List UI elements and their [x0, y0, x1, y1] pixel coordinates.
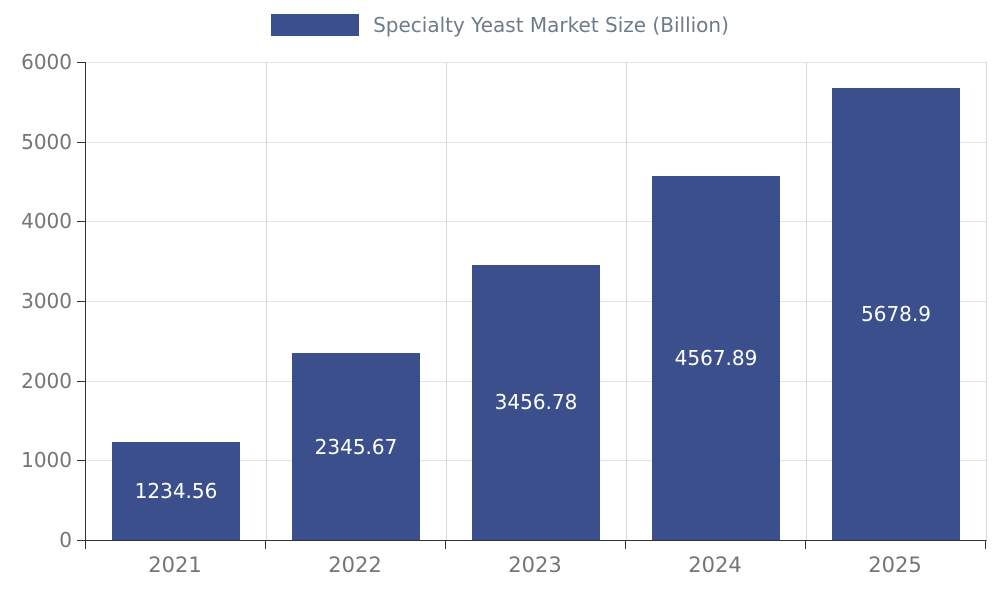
y-tick-label: 4000	[21, 209, 72, 234]
y-grid-line	[86, 62, 986, 63]
x-tick-mark	[445, 541, 446, 549]
y-tick-mark	[77, 460, 85, 462]
y-tick-mark	[77, 380, 85, 382]
x-tick-mark	[625, 541, 626, 549]
x-grid-line	[446, 62, 447, 540]
bar: 3456.78	[472, 264, 600, 540]
bar: 5678.9	[832, 87, 960, 540]
bar-value-label: 1234.56	[134, 478, 218, 503]
y-tick-label: 1000	[21, 448, 72, 473]
y-tick-mark	[77, 141, 85, 143]
bar: 4567.89	[652, 176, 780, 540]
y-tick-label: 6000	[21, 50, 72, 74]
x-tick-mark	[805, 541, 806, 549]
y-tick-mark	[77, 301, 85, 302]
y-tick-label: 2000	[21, 368, 72, 393]
bar-value-label: 4567.89	[674, 346, 758, 371]
y-grid-line	[86, 141, 986, 143]
x-tick-label: 2021	[148, 553, 202, 577]
bar-value-label: 5678.9	[861, 301, 931, 326]
legend: Specialty Yeast Market Size (Billion)	[0, 13, 1000, 37]
bar: 2345.67	[292, 353, 420, 540]
chart-title: Specialty Yeast Market Size (Billion)	[373, 13, 729, 37]
plot-area: 1234.56 2345.67 3456.78 4567.89 5678.9	[85, 62, 987, 541]
y-tick-mark	[77, 221, 85, 223]
x-tick-mark	[265, 541, 266, 549]
y-tick-mark	[77, 62, 85, 63]
x-tick-mark	[85, 541, 86, 549]
x-tick-mark	[985, 541, 986, 549]
y-tick-label: 3000	[21, 289, 72, 313]
y-grid-line	[86, 221, 986, 223]
y-tick-mark	[77, 540, 85, 541]
x-grid-line	[266, 62, 267, 540]
x-tick-label: 2023	[508, 553, 562, 577]
bar: 1234.56	[112, 441, 240, 540]
x-grid-line	[626, 62, 627, 540]
bar-value-label: 2345.67	[314, 434, 398, 459]
bar-value-label: 3456.78	[494, 390, 578, 415]
x-tick-label: 2025	[868, 553, 922, 577]
y-tick-label: 0	[59, 528, 72, 552]
x-tick-label: 2022	[328, 553, 382, 577]
x-tick-label: 2024	[688, 553, 742, 577]
legend-swatch	[271, 14, 360, 36]
y-tick-label: 5000	[21, 129, 72, 154]
x-grid-line	[806, 62, 807, 540]
